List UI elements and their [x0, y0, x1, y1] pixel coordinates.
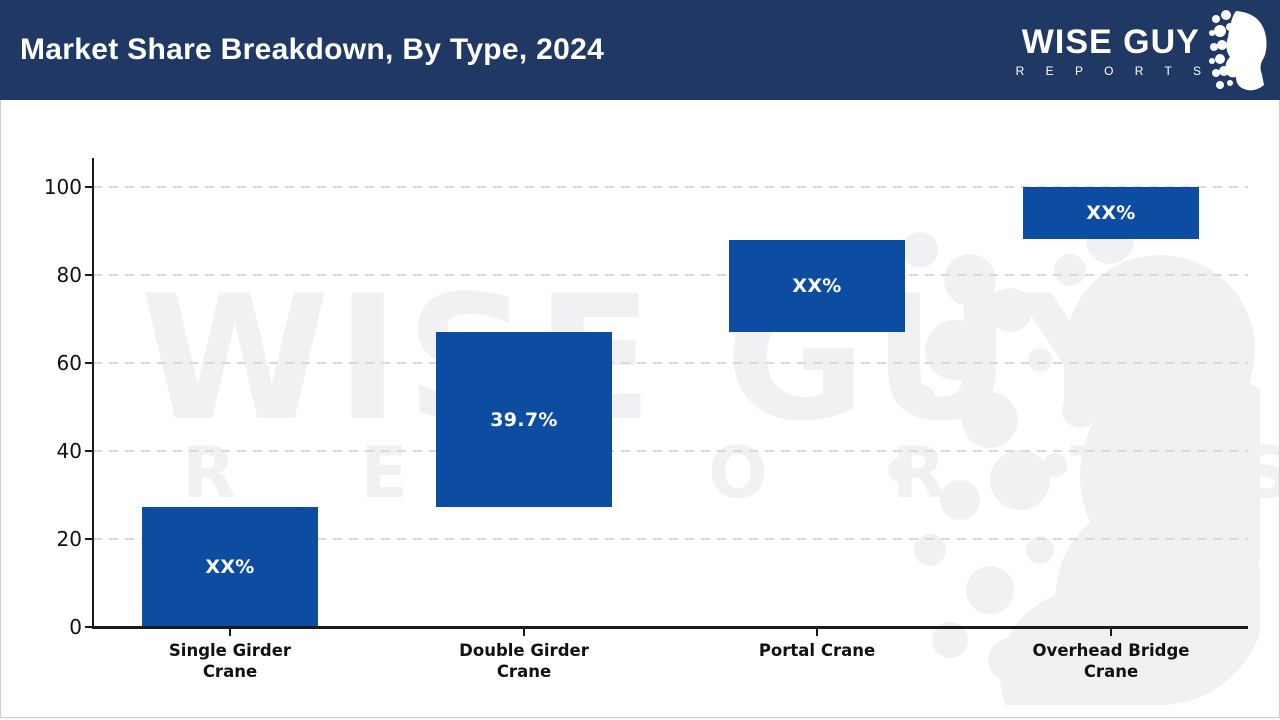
frame-bottom-line: [0, 717, 1280, 718]
bar-value-label: XX%: [205, 555, 255, 578]
ytick-mark-100: [85, 186, 93, 188]
ytick-label-100: 100: [43, 175, 82, 199]
ytick-label-40: 40: [56, 439, 82, 463]
bar-4: XX%: [1023, 187, 1199, 239]
bar-2: 39.7%: [436, 332, 612, 507]
ytick-label-80: 80: [56, 263, 82, 287]
wiseguy-logo: WISE GUY R E P O R T S: [1012, 4, 1270, 96]
ytick-mark-80: [85, 274, 93, 276]
category-label-line: Overhead Bridge: [1032, 641, 1190, 660]
gridline-100: [93, 186, 1248, 188]
ytick-label-0: 0: [69, 615, 82, 639]
wiseguy-logo-line2: R E P O R T S: [1015, 63, 1210, 78]
wiseguy-logo-text: WISE GUY R E P O R T S: [1012, 23, 1210, 78]
category-label-line: Portal Crane: [758, 641, 876, 660]
frame-left-line: [0, 100, 1, 718]
category-label-1: Single Girder Crane: [110, 640, 350, 682]
xtick-mark-1: [229, 628, 231, 636]
bar-value-label: 39.7%: [490, 408, 558, 431]
gridline-60: [93, 362, 1248, 364]
ytick-label-60: 60: [56, 351, 82, 375]
wiseguy-logo-line1: WISE GUY: [1021, 22, 1200, 61]
category-label-line: Crane: [202, 662, 258, 681]
bar-1: XX%: [142, 506, 318, 627]
category-label-line: Crane: [496, 662, 552, 681]
bar-3: XX%: [729, 239, 905, 333]
gridline-80: [93, 274, 1248, 276]
category-label-line: Crane: [1083, 662, 1139, 681]
ytick-mark-60: [85, 362, 93, 364]
wiseguy-head-icon: [1209, 10, 1267, 91]
category-label-4: Overhead Bridge Crane: [991, 640, 1231, 682]
ytick-mark-0: [85, 626, 93, 628]
xtick-mark-3: [816, 628, 818, 636]
watermark-head-dots: [886, 216, 1260, 705]
xtick-mark-2: [523, 628, 525, 636]
ytick-label-20: 20: [56, 527, 82, 551]
chart-title: Market Share Breakdown, By Type, 2024: [20, 33, 605, 66]
y-axis-line: [92, 158, 94, 629]
gridline-40: [93, 450, 1248, 452]
x-axis-line: [92, 626, 1248, 629]
header-bar: Market Share Breakdown, By Type, 2024 WI…: [0, 0, 1280, 100]
ytick-mark-40: [85, 450, 93, 452]
bar-value-label: XX%: [1086, 201, 1136, 224]
bar-value-label: XX%: [792, 274, 842, 297]
category-label-3: Portal Crane: [697, 640, 937, 661]
category-label-line: Single Girder: [168, 641, 292, 660]
gridline-20: [93, 538, 1248, 540]
xtick-mark-4: [1110, 628, 1112, 636]
category-label-2: Double Girder Crane: [404, 640, 644, 682]
category-label-line: Double Girder: [459, 641, 589, 660]
ytick-mark-20: [85, 538, 93, 540]
